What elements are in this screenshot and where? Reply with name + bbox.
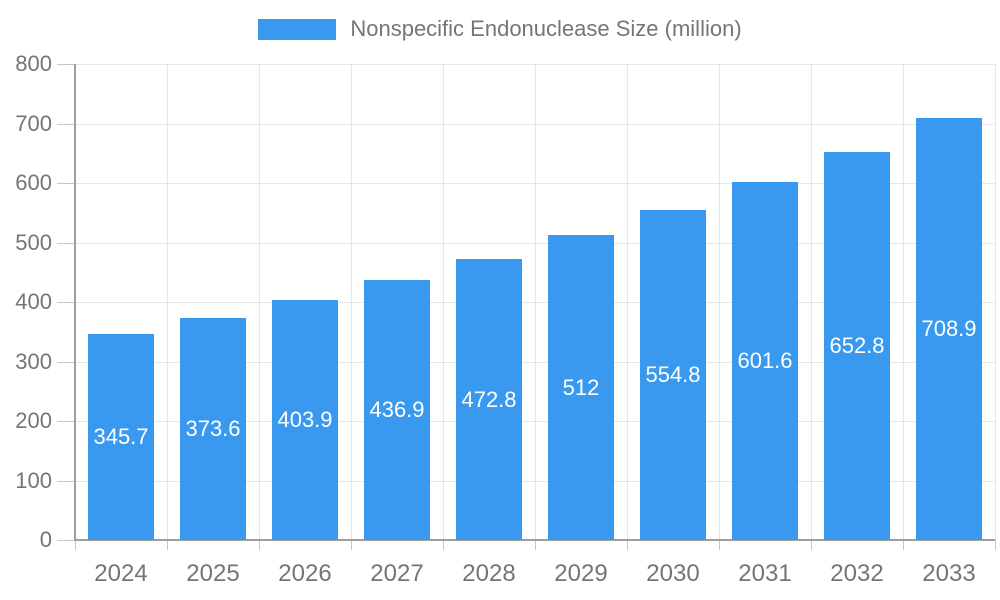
- x-gridline: [443, 64, 444, 540]
- y-tick-mark: [57, 124, 75, 125]
- bar-2026[interactable]: 403.9: [272, 300, 338, 540]
- x-gridline: [627, 64, 628, 540]
- y-axis-tick-label: 700: [15, 111, 52, 136]
- y-axis-tick-label: 0: [39, 527, 52, 552]
- legend-swatch: [258, 18, 337, 40]
- y-axis-tick-label: 500: [15, 230, 52, 255]
- x-tick-mark: [351, 540, 352, 550]
- x-gridline: [811, 64, 812, 540]
- y-tick-mark: [57, 64, 75, 65]
- bar-value-label: 512: [562, 374, 600, 400]
- y-axis-tick-label: 600: [15, 170, 52, 195]
- bar-2029[interactable]: 512: [548, 235, 614, 540]
- x-axis-tick-label: 2031: [738, 560, 792, 587]
- x-tick-mark: [995, 540, 996, 550]
- x-gridline: [259, 64, 260, 540]
- x-tick-mark: [811, 540, 812, 550]
- x-axis-line: [74, 539, 995, 541]
- bar-2025[interactable]: 373.6: [180, 318, 246, 540]
- x-tick-mark: [75, 540, 76, 550]
- bar-value-label: 652.8: [829, 333, 885, 358]
- x-tick-mark: [903, 540, 904, 550]
- y-tick-mark: [57, 302, 75, 303]
- bar-value-label: 472.8: [461, 386, 517, 412]
- x-tick-mark: [443, 540, 444, 550]
- y-tick-mark: [57, 362, 75, 363]
- y-tick-mark: [57, 540, 75, 541]
- bar-value-label: 403.9: [277, 407, 333, 432]
- bar-2033[interactable]: 708.9: [916, 118, 982, 540]
- x-gridline: [535, 64, 536, 540]
- chart-legend[interactable]: Nonspecific Endonuclease Size (million): [0, 16, 1000, 42]
- x-axis-tick-label: 2032: [830, 560, 884, 587]
- y-tick-mark: [57, 183, 75, 184]
- y-tick-mark: [57, 421, 75, 422]
- bar-value-label: 345.7: [93, 424, 149, 449]
- x-axis-tick-label: 2024: [94, 560, 148, 587]
- bar-value-label: 708.9: [921, 316, 977, 341]
- x-gridline: [167, 64, 168, 540]
- bar-2032[interactable]: 652.8: [824, 152, 890, 540]
- y-axis-tick-label: 800: [15, 51, 52, 76]
- x-tick-mark: [167, 540, 168, 550]
- y-axis-line: [74, 64, 76, 540]
- x-axis-tick-label: 2030: [646, 560, 700, 587]
- x-gridline: [719, 64, 720, 540]
- x-gridline: [351, 64, 352, 540]
- y-axis-tick-label: 100: [15, 468, 52, 493]
- x-axis-tick-label: 2028: [462, 560, 516, 587]
- y-tick-mark: [57, 481, 75, 482]
- x-gridline: [995, 64, 996, 540]
- bar-value-label: 436.9: [369, 397, 425, 422]
- y-tick-mark: [57, 243, 75, 244]
- y-axis-tick-label: 400: [15, 289, 52, 314]
- legend-label: Nonspecific Endonuclease Size (million): [350, 16, 742, 41]
- x-tick-mark: [259, 540, 260, 550]
- bar-2024[interactable]: 345.7: [88, 334, 154, 540]
- x-tick-mark: [535, 540, 536, 550]
- bar-2027[interactable]: 436.9: [364, 280, 430, 540]
- x-axis-tick-label: 2026: [278, 560, 332, 587]
- y-axis-tick-label: 300: [15, 349, 52, 374]
- x-gridline: [903, 64, 904, 540]
- bar-2028[interactable]: 472.8: [456, 259, 522, 540]
- bar-2031[interactable]: 601.6: [732, 182, 798, 540]
- x-axis-tick-label: 2027: [370, 560, 424, 587]
- x-axis-tick-label: 2025: [186, 560, 240, 587]
- x-tick-mark: [719, 540, 720, 550]
- x-tick-mark: [627, 540, 628, 550]
- bar-value-label: 601.6: [737, 348, 793, 373]
- bar-2030[interactable]: 554.8: [640, 210, 706, 540]
- y-axis-tick-label: 200: [15, 408, 52, 433]
- bar-value-label: 554.8: [645, 362, 701, 387]
- x-axis-tick-label: 2033: [922, 560, 976, 587]
- x-axis-tick-label: 2029: [554, 560, 608, 587]
- bar-value-label: 373.6: [185, 416, 241, 441]
